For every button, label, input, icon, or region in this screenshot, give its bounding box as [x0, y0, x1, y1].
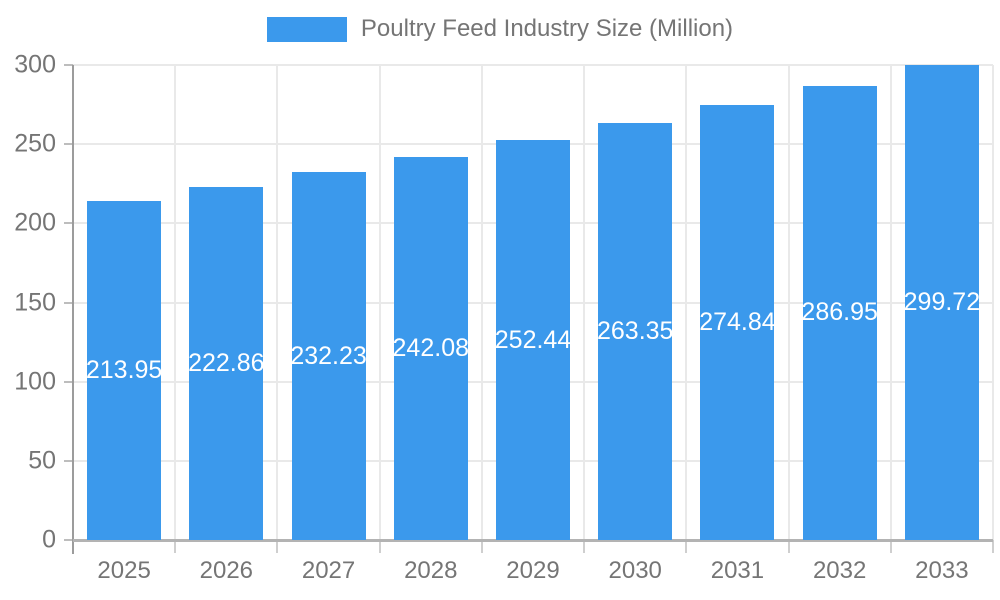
bar-value-label: 242.08 [392, 333, 469, 362]
x-axis-line [73, 539, 993, 542]
x-axis-tick [889, 540, 892, 553]
bar-value-label: 286.95 [801, 298, 878, 327]
y-tick-label: 300 [14, 50, 56, 79]
category-gridline [787, 65, 790, 540]
x-tick-label: 2031 [710, 557, 765, 584]
y-axis-tick [64, 222, 73, 225]
bar[interactable]: 213.95 [85, 201, 163, 540]
x-tick-label: 2026 [199, 557, 254, 584]
y-tick-label: 0 [42, 525, 56, 554]
category-gridline [276, 65, 279, 540]
x-tick-label: 2032 [812, 557, 867, 584]
bar-value-label: 274.84 [699, 307, 776, 336]
x-tick-label: 2029 [506, 557, 560, 584]
bar[interactable]: 232.23 [290, 172, 367, 540]
y-axis-line [72, 65, 74, 554]
y-axis-tick [64, 301, 73, 304]
y-tick-label: 50 [28, 446, 56, 475]
y-tick-label: 200 [14, 208, 56, 237]
x-axis-tick [480, 540, 483, 553]
y-gridline [73, 64, 993, 66]
x-tick-label: 2027 [301, 557, 356, 584]
x-tick-label: 2028 [404, 557, 458, 584]
category-gridline [889, 65, 892, 540]
bar[interactable]: 252.44 [494, 140, 572, 540]
x-tick-label: 2033 [915, 557, 969, 584]
bar-value-label: 222.86 [188, 349, 265, 378]
bar[interactable]: 222.86 [188, 187, 265, 540]
category-gridline [685, 65, 688, 540]
y-tick-label: 100 [14, 367, 56, 396]
category-gridline [174, 65, 177, 540]
category-gridline [480, 65, 483, 540]
bar-value-label: 263.35 [596, 317, 674, 345]
bar-value-label: 232.23 [290, 341, 367, 370]
legend[interactable]: Poultry Feed Industry Size (Million) [0, 15, 1000, 43]
x-tick-label: 2030 [608, 557, 662, 584]
category-gridline [583, 65, 586, 540]
y-tick-label: 150 [14, 288, 56, 316]
category-gridline [378, 65, 381, 540]
y-axis-tick [64, 459, 73, 462]
y-axis-tick [64, 143, 73, 146]
x-axis-tick [787, 540, 790, 553]
bar[interactable]: 242.08 [392, 156, 469, 540]
y-axis-tick [64, 64, 73, 66]
bar-value-label: 213.95 [85, 356, 163, 385]
y-axis-tick [64, 539, 73, 541]
x-axis-tick [685, 540, 688, 553]
bar[interactable]: 274.84 [699, 104, 776, 540]
x-axis-tick [276, 540, 279, 553]
x-tick-label: 2025 [97, 557, 151, 584]
bar[interactable]: 299.72 [903, 65, 981, 540]
x-axis-tick [378, 540, 381, 553]
legend-label: Poultry Feed Industry Size (Million) [360, 15, 734, 42]
x-axis-tick [174, 540, 177, 553]
x-axis-tick [583, 540, 586, 553]
y-axis-tick [64, 380, 73, 383]
bar[interactable]: 263.35 [596, 123, 674, 540]
category-gridline [992, 65, 994, 540]
y-tick-label: 250 [14, 129, 56, 158]
bar-value-label: 252.44 [494, 325, 572, 354]
x-axis-tick [992, 540, 994, 553]
bar[interactable]: 286.95 [801, 85, 878, 540]
bar-value-label: 299.72 [903, 288, 981, 317]
legend-color-swatch [266, 16, 347, 42]
